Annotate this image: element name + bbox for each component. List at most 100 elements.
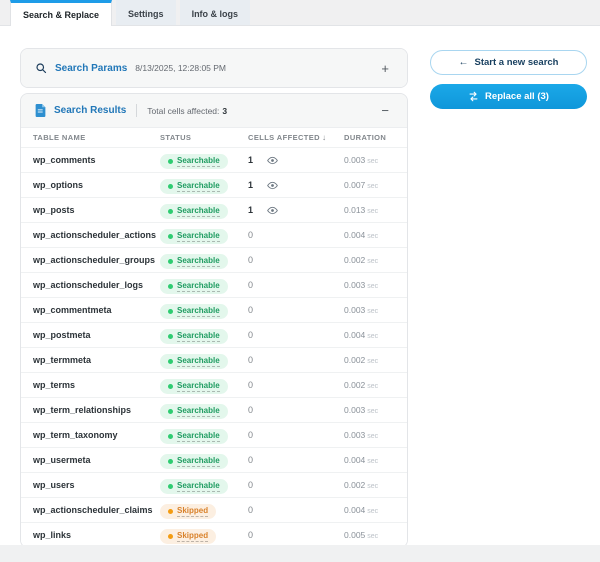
duration-cell: 0.007 sec [344,180,407,190]
duration-cell: 0.003 sec [344,280,407,290]
status-dot-icon [168,183,173,189]
status-badge[interactable]: Searchable [160,203,228,220]
column-header-status: STATUS [160,133,192,142]
status-dot-icon [168,233,173,239]
status-badge[interactable]: Skipped [160,503,217,520]
status-badge[interactable]: Searchable [160,278,228,295]
status-badge[interactable]: Searchable [160,328,228,345]
replace-all-button[interactable]: Replace all (3) [430,84,587,109]
view-matches-button[interactable] [267,155,278,166]
duration-unit: sec [367,533,379,540]
duration-value: 0.005 [344,530,366,540]
table-name-cell: wp_postmeta [33,330,91,340]
table-name-cell: wp_actionscheduler_logs [33,280,144,290]
duration-value: 0.004 [344,455,366,465]
status-dot-icon [168,408,173,414]
main-content: Search Params 8/13/2025, 12:28:05 PM + S… [0,26,600,548]
status-badge[interactable]: Searchable [160,228,228,245]
status-label: Searchable [177,356,220,367]
tab-settings[interactable]: Settings [116,0,176,25]
tab-bar: Search & Replace Settings Info & logs [0,0,600,26]
duration-unit: sec [367,458,379,465]
status-badge[interactable]: Searchable [160,253,228,270]
status-badge[interactable]: Searchable [160,378,228,395]
duration-unit: sec [367,258,379,265]
status-badge[interactable]: Skipped [160,528,217,545]
duration-unit: sec [367,233,379,240]
status-dot-icon [168,283,173,289]
duration-unit: sec [367,433,379,440]
table-row: wp_links Skipped 0 0.005 sec [21,522,407,547]
duration-value: 0.007 [344,180,366,190]
search-results-header[interactable]: Search Results Total cells affected: 3 − [21,94,407,127]
duration-unit: sec [367,333,379,340]
duration-unit: sec [367,383,379,390]
expand-icon[interactable]: + [381,60,389,76]
duration-unit: sec [367,408,379,415]
table-name-cell: wp_options [33,180,83,190]
duration-cell: 0.004 sec [344,505,407,515]
table-name-cell: wp_term_taxonomy [33,430,118,440]
status-label: Searchable [177,406,220,417]
divider [136,104,138,117]
start-new-search-button[interactable]: ← Start a new search [430,50,587,75]
status-label: Searchable [177,331,220,342]
results-table: TABLE NAME STATUS CELLS AFFECTED ↓ DURATI… [21,127,407,547]
status-dot-icon [168,333,173,339]
duration-cell: 0.003 sec [344,305,407,315]
duration-cell: 0.003 sec [344,405,407,415]
search-params-header[interactable]: Search Params 8/13/2025, 12:28:05 PM + [21,49,407,87]
duration-cell: 0.004 sec [344,230,407,240]
duration-cell: 0.004 sec [344,455,407,465]
status-label: Searchable [177,381,220,392]
status-badge[interactable]: Searchable [160,403,228,420]
cells-affected-value: 0 [248,530,254,540]
duration-value: 0.003 [344,305,366,315]
tab-search-replace[interactable]: Search & Replace [10,0,113,26]
status-label: Searchable [177,481,220,492]
table-name-cell: wp_termmeta [33,355,92,365]
table-row: wp_actionscheduler_logs Searchable 0 0.0… [21,272,407,297]
status-dot-icon [168,308,173,314]
status-dot-icon [168,483,173,489]
search-params-title: Search Params [55,62,128,74]
duration-cell: 0.002 sec [344,255,407,265]
table-row: wp_commentmeta Searchable 0 0.003 sec [21,297,407,322]
view-matches-button[interactable] [267,205,278,216]
duration-unit: sec [367,283,379,290]
duration-cell: 0.013 sec [344,205,407,215]
status-badge[interactable]: Searchable [160,428,228,445]
status-badge[interactable]: Searchable [160,353,228,370]
duration-unit: sec [367,358,379,365]
results-table-head: TABLE NAME STATUS CELLS AFFECTED ↓ DURATI… [21,127,407,147]
cells-affected-value: 0 [248,355,254,365]
column-header-cells-affected[interactable]: CELLS AFFECTED ↓ [248,133,327,142]
table-name-cell: wp_comments [33,155,96,165]
tab-info-logs[interactable]: Info & logs [179,0,251,25]
duration-value: 0.002 [344,380,366,390]
document-icon [35,104,46,117]
duration-value: 0.002 [344,480,366,490]
status-badge[interactable]: Searchable [160,453,228,470]
cells-affected-value: 1 [248,205,254,215]
column-header-table-name: TABLE NAME [33,133,86,142]
table-name-cell: wp_posts [33,205,75,215]
cells-affected-value: 0 [248,405,254,415]
status-badge[interactable]: Searchable [160,153,228,170]
view-matches-button[interactable] [267,180,278,191]
table-name-cell: wp_links [33,530,72,540]
status-dot-icon [168,508,173,514]
status-badge[interactable]: Searchable [160,178,228,195]
collapse-icon[interactable]: − [381,103,389,118]
status-label: Searchable [177,431,220,442]
cells-affected-value: 0 [248,430,254,440]
status-dot-icon [168,383,173,389]
sort-descending-icon: ↓ [322,133,327,142]
status-badge[interactable]: Searchable [160,478,228,495]
search-icon [35,62,47,74]
table-name-cell: wp_actionscheduler_groups [33,255,156,265]
duration-value: 0.002 [344,255,366,265]
status-label: Searchable [177,181,220,192]
duration-cell: 0.003 sec [344,155,407,165]
status-badge[interactable]: Searchable [160,303,228,320]
